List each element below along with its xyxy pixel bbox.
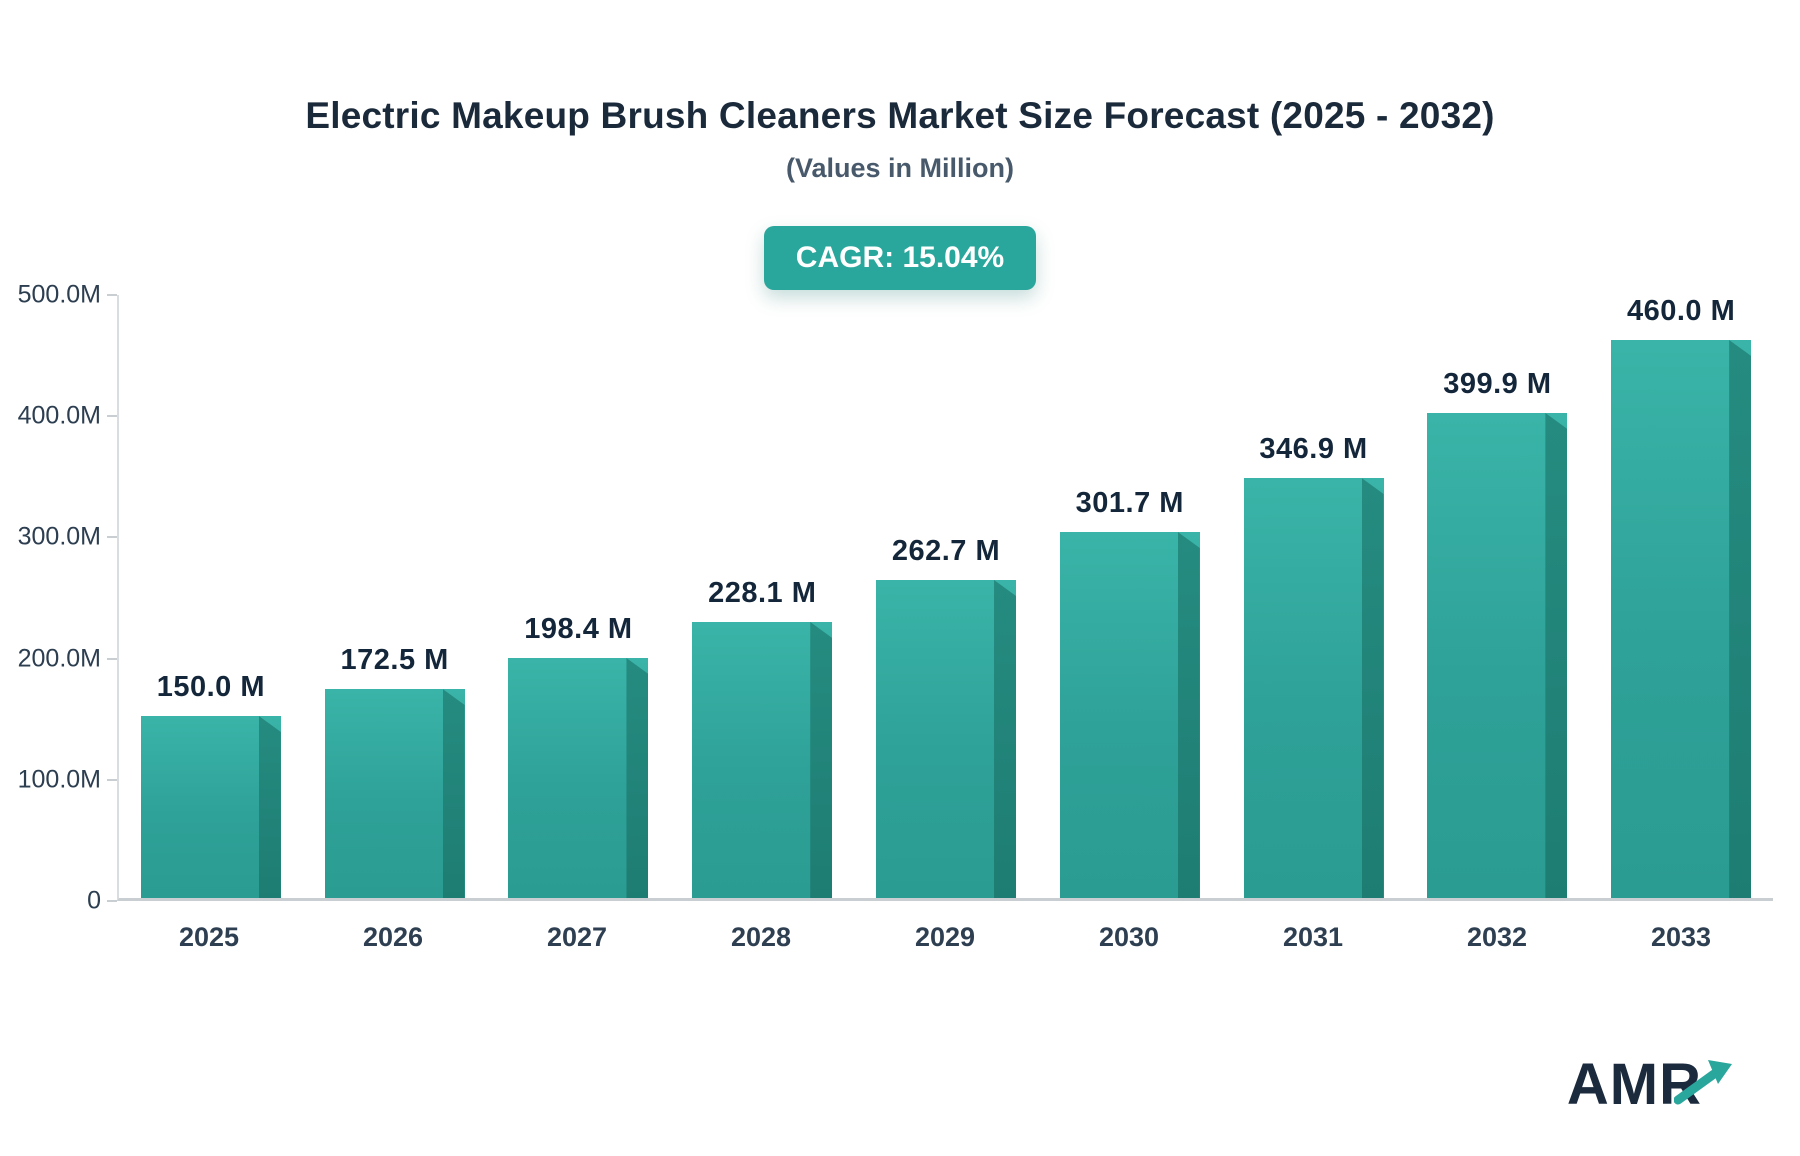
bar-value-label: 346.9 M: [1259, 433, 1368, 465]
y-tick-label: 100.0M: [17, 765, 101, 794]
x-axis-label: 2027: [546, 922, 608, 952]
x-axis-label: 2032: [1466, 922, 1528, 952]
y-tick-mark: [107, 536, 117, 539]
bar-column: 262.7 M: [854, 295, 1038, 898]
bar: [1059, 532, 1200, 898]
y-tick-mark: [107, 294, 117, 296]
amr-logo-text: AMR: [1566, 1052, 1702, 1117]
bar: [1427, 413, 1568, 898]
x-axis-label: 2033: [1650, 922, 1712, 952]
bar: [876, 580, 1017, 898]
y-tick-mark: [107, 778, 117, 781]
y-tick-mark: [107, 657, 117, 660]
bar: [692, 622, 833, 898]
bar-column: 460.0 M: [1589, 295, 1773, 898]
x-axis-label: 2026: [362, 922, 424, 952]
x-axis-label: 2030: [1098, 922, 1160, 952]
bar-value-label: 172.5 M: [340, 644, 449, 676]
bar: [324, 689, 465, 898]
bar: [508, 658, 649, 898]
bar: [1611, 340, 1752, 898]
bar-column: 228.1 M: [670, 295, 854, 898]
x-axis-label: 2025: [178, 922, 240, 952]
bar-value-label: 198.4 M: [524, 613, 633, 645]
bar-column: 150.0 M: [119, 295, 303, 898]
amr-logo: AMR: [1567, 1051, 1738, 1118]
chart-header: Electric Makeup Brush Cleaners Market Si…: [0, 0, 1800, 184]
bar-column: 198.4 M: [487, 295, 671, 898]
bar-value-label: 460.0 M: [1626, 295, 1736, 327]
bar: [140, 716, 281, 898]
y-tick-label: 400.0M: [17, 401, 101, 430]
y-tick-mark: [107, 900, 117, 902]
bar-value-label: 399.9 M: [1443, 368, 1552, 400]
bar-value-label: 301.7 M: [1075, 487, 1184, 519]
x-axis-label: 2028: [730, 922, 792, 952]
x-axis-label: 2031: [1282, 922, 1344, 952]
bar-value-label: 228.1 M: [708, 577, 817, 609]
cagr-badge: CAGR: 15.04%: [763, 226, 1037, 290]
bar-column: 346.9 M: [1222, 295, 1406, 898]
bar-column: 172.5 M: [303, 295, 487, 898]
x-axis-label: 2029: [914, 922, 976, 952]
x-axis: 2025 2026 2027 2028 2029 2030 2031 2032 2033: [117, 922, 1773, 953]
page-title: Electric Makeup Brush Cleaners Market Si…: [305, 95, 1495, 136]
y-tick-label: 0: [87, 886, 101, 915]
y-axis: 500.0M 400.0M 300.0M 200.0M 100.0M 0: [18, 281, 1773, 915]
y-tick-mark: [107, 415, 117, 418]
page-subtitle: (Values in Million): [785, 153, 1015, 183]
bar-value-label: 150.0 M: [156, 671, 266, 703]
bar-column: 399.9 M: [1405, 295, 1589, 898]
amr-logo-arrow-icon: [1674, 1059, 1732, 1104]
y-tick-label: 300.0M: [17, 522, 101, 551]
bar-column: 301.7 M: [1038, 295, 1222, 898]
bars: 150.0 M 172.5 M 198.4 M 228.1 M 262.7 M 301.7…: [119, 295, 1773, 898]
bar: [1243, 478, 1384, 898]
y-tick-label: 500.0M: [17, 280, 101, 309]
bar-value-label: 262.7 M: [891, 535, 1001, 567]
y-tick-label: 200.0M: [17, 644, 101, 673]
badge-row: CAGR: 15.04%: [0, 226, 1800, 290]
